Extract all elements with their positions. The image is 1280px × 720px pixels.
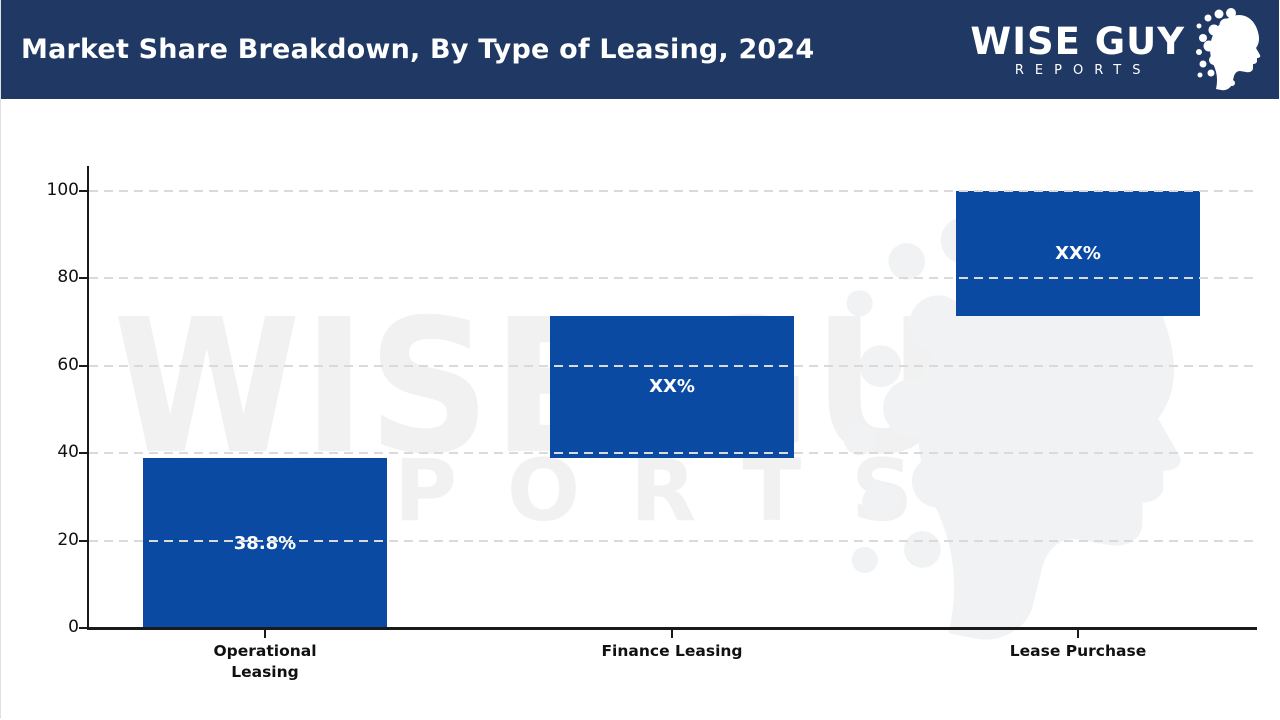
bar-value-label: XX% [1055, 242, 1101, 264]
y-tick-label-20: 20 [57, 529, 79, 550]
page-title: Market Share Breakdown, By Type of Leasi… [21, 34, 815, 65]
gridline-20 [89, 539, 1257, 542]
y-tick-40 [79, 452, 87, 454]
bar-value-label: XX% [649, 376, 695, 398]
y-tick-0 [79, 627, 87, 629]
y-tick-label-100: 100 [46, 179, 79, 200]
bar-operational-leasing: 38.8% [143, 458, 387, 628]
chart-canvas: WISE GUY REPORTS 38.8% XX% XX% 0 20 40 60 80 100… [1, 99, 1279, 718]
x-category-label-3: Lease Purchase [1009, 642, 1147, 660]
gridline-80 [89, 277, 1257, 279]
bar-finance-leasing: XX% [550, 315, 794, 459]
logo-face-icon [1196, 7, 1261, 90]
y-tick-100 [79, 189, 87, 192]
y-tick-60 [79, 364, 87, 367]
bar-value-label: 38.8% [233, 532, 297, 554]
y-tick-label-60: 60 [57, 354, 79, 375]
wise-guy-reports-logo: WISE GUY REPORTS [970, 7, 1265, 92]
y-axis-line [87, 166, 89, 629]
x-tick-2 [671, 630, 673, 638]
y-tick-label-40: 40 [57, 442, 79, 462]
bar-lease-purchase: XX% [956, 190, 1200, 316]
logo-subtitle: REPORTS [1014, 62, 1152, 78]
x-tick-1 [264, 630, 266, 638]
x-tick-3 [1077, 630, 1079, 638]
x-category-label-1: Operational Leasing [213, 642, 317, 681]
logo-text: WISE GUY REPORTS [970, 23, 1185, 77]
x-axis-line [87, 627, 1257, 630]
y-tick-label-0: 0 [68, 617, 79, 637]
y-tick-20 [79, 539, 87, 542]
gridline-100 [89, 189, 1257, 192]
y-tick-80 [79, 277, 87, 279]
logo-wordmark: WISE GUY [970, 19, 1185, 63]
header-bar: Market Share Breakdown, By Type of Leasi… [1, 0, 1279, 99]
gridline-40 [89, 452, 1257, 454]
x-category-label-2: Finance Leasing [601, 642, 743, 660]
gridline-60 [89, 364, 1257, 367]
y-tick-label-80: 80 [57, 267, 79, 287]
